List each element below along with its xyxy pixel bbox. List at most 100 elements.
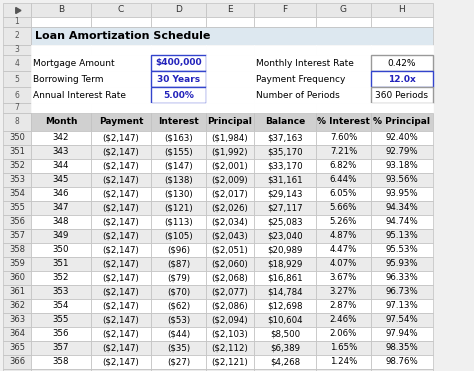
Text: ($105): ($105) xyxy=(164,232,193,240)
Bar xyxy=(31,55,151,71)
Bar xyxy=(91,341,151,355)
Text: 3.67%: 3.67% xyxy=(330,273,357,282)
Text: 0.42%: 0.42% xyxy=(388,59,416,68)
Text: D: D xyxy=(175,6,182,14)
Bar xyxy=(206,17,254,27)
Bar xyxy=(3,17,31,27)
Text: ($2,034): ($2,034) xyxy=(211,217,248,227)
Bar xyxy=(316,327,371,341)
Text: 94.74%: 94.74% xyxy=(386,217,419,227)
Text: 2.06%: 2.06% xyxy=(330,329,357,338)
Text: 7.21%: 7.21% xyxy=(330,148,357,157)
Text: Loan Amortization Schedule: Loan Amortization Schedule xyxy=(35,31,210,41)
Text: 356: 356 xyxy=(9,217,25,227)
Bar xyxy=(151,257,206,271)
Bar xyxy=(31,45,91,55)
Text: 5.66%: 5.66% xyxy=(330,204,357,213)
Text: 96.33%: 96.33% xyxy=(386,273,419,282)
Bar xyxy=(3,229,31,243)
Bar xyxy=(91,45,151,55)
Bar xyxy=(316,145,371,159)
Bar xyxy=(254,229,316,243)
Text: 352: 352 xyxy=(9,161,25,171)
Text: ($2,147): ($2,147) xyxy=(103,204,139,213)
Bar xyxy=(151,369,206,371)
Bar xyxy=(371,285,433,299)
Text: C: C xyxy=(118,6,124,14)
Bar xyxy=(3,243,31,257)
Bar xyxy=(31,313,91,327)
Bar xyxy=(91,201,151,215)
Bar xyxy=(316,369,371,371)
Bar xyxy=(316,229,371,243)
Text: ($87): ($87) xyxy=(167,259,190,269)
Bar xyxy=(151,271,206,285)
Bar xyxy=(254,341,316,355)
Bar xyxy=(254,71,371,87)
Text: ($2,043): ($2,043) xyxy=(211,232,248,240)
Bar xyxy=(254,285,316,299)
Bar xyxy=(371,215,433,229)
Bar xyxy=(151,87,206,103)
Bar xyxy=(206,145,254,159)
Text: 4.87%: 4.87% xyxy=(330,232,357,240)
Bar xyxy=(371,71,433,87)
Bar xyxy=(3,327,31,341)
Bar xyxy=(151,341,206,355)
Bar xyxy=(371,145,433,159)
Bar xyxy=(206,243,254,257)
Bar xyxy=(371,369,433,371)
Bar xyxy=(31,341,91,355)
Bar xyxy=(316,45,371,55)
Bar xyxy=(371,17,433,27)
Bar xyxy=(206,285,254,299)
Bar xyxy=(316,243,371,257)
Text: ($2,147): ($2,147) xyxy=(103,161,139,171)
Bar xyxy=(316,201,371,215)
Bar xyxy=(31,355,91,369)
Bar xyxy=(206,55,254,71)
Text: ($2,060): ($2,060) xyxy=(211,259,248,269)
Bar xyxy=(3,257,31,271)
Bar xyxy=(371,187,433,201)
Bar xyxy=(254,299,316,313)
Text: F: F xyxy=(283,6,288,14)
Bar xyxy=(316,159,371,173)
Bar xyxy=(206,201,254,215)
Bar xyxy=(254,159,316,173)
Bar xyxy=(91,159,151,173)
Bar xyxy=(206,327,254,341)
Text: $37,163: $37,163 xyxy=(267,134,303,142)
Bar xyxy=(371,55,433,71)
Text: Month: Month xyxy=(45,118,77,127)
Bar xyxy=(206,257,254,271)
Bar xyxy=(91,257,151,271)
Text: $14,784: $14,784 xyxy=(267,288,303,296)
Text: ($70): ($70) xyxy=(167,288,190,296)
Text: 93.18%: 93.18% xyxy=(386,161,419,171)
Text: ($2,147): ($2,147) xyxy=(103,273,139,282)
Bar xyxy=(3,201,31,215)
Text: ($2,147): ($2,147) xyxy=(103,344,139,352)
Bar xyxy=(254,45,316,55)
Text: Payment Frequency: Payment Frequency xyxy=(256,75,346,83)
Bar xyxy=(206,355,254,369)
Text: 361: 361 xyxy=(9,288,25,296)
Bar xyxy=(3,131,31,145)
Bar xyxy=(31,27,433,45)
Bar xyxy=(371,327,433,341)
Bar xyxy=(3,355,31,369)
Text: $33,170: $33,170 xyxy=(267,161,303,171)
Bar xyxy=(316,299,371,313)
Bar xyxy=(254,369,316,371)
Text: Monthly Interest Rate: Monthly Interest Rate xyxy=(256,59,354,68)
Text: ($2,051): ($2,051) xyxy=(211,246,248,255)
Text: Mortgage Amount: Mortgage Amount xyxy=(33,59,115,68)
Bar xyxy=(3,369,31,371)
Text: 354: 354 xyxy=(53,302,69,311)
Bar xyxy=(254,17,316,27)
Text: $25,083: $25,083 xyxy=(267,217,303,227)
Text: 98.76%: 98.76% xyxy=(386,358,419,367)
Bar xyxy=(371,257,433,271)
Bar xyxy=(316,3,371,17)
